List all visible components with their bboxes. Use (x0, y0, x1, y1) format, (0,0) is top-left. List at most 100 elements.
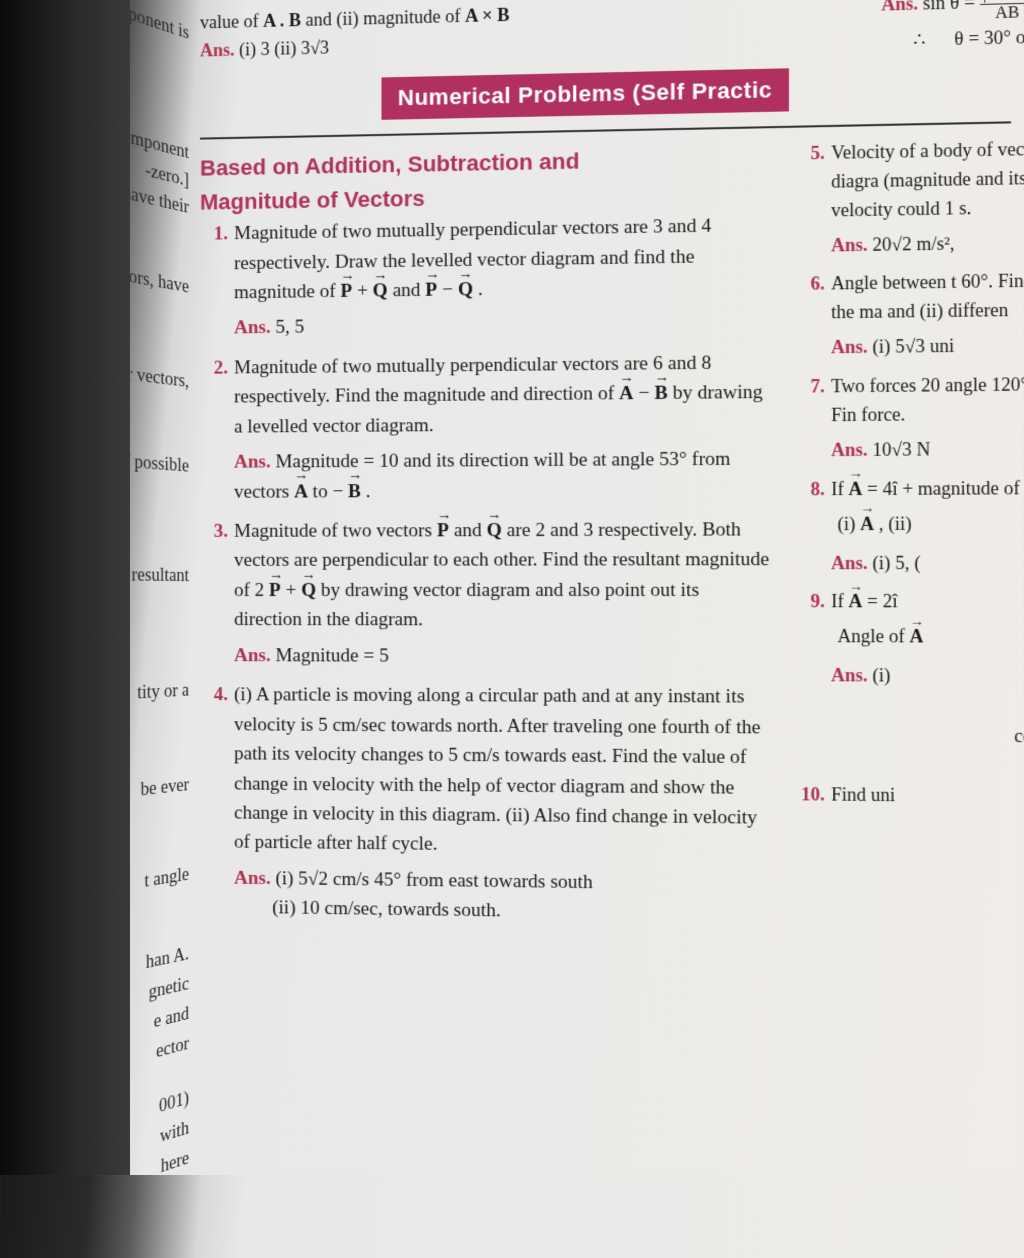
text: If (831, 591, 848, 612)
problem-number: 9. (795, 588, 831, 617)
answer-1: Ans. 5, 5 (200, 307, 774, 344)
text: to − (313, 481, 348, 502)
ans-label: Ans. (831, 337, 868, 358)
answer-7: Ans. 10√3 N (795, 435, 1024, 465)
ans-label: Ans. (234, 317, 271, 338)
ans-text: (i) 3 (ii) 3√3 (239, 37, 329, 59)
problem-7: 7. Two forces 20 angle 120°. Fin force. (795, 371, 1024, 431)
ans-text: (i) (872, 665, 890, 686)
problem-text: Magnitude of two mutually perpendicular … (234, 210, 774, 307)
content-columns: Based on Addition, Subtraction and Magni… (200, 135, 1024, 945)
problem-number: 4. (200, 680, 234, 857)
problem-10: 10. Find uni (795, 781, 1024, 812)
ans-label: Ans. (200, 40, 235, 61)
ans-label: Ans. (831, 665, 868, 686)
answer-9: Ans. (i) (795, 662, 1024, 692)
text: . (478, 279, 483, 300)
problem-text: If A = 2î (831, 588, 1024, 617)
vector-a: A (294, 477, 308, 507)
problem-5: 5. Velocity of a body of vector diagra (… (795, 135, 1024, 226)
vector-a: A (910, 623, 924, 652)
problem-number: 8. (795, 475, 831, 504)
problem-number: 6. (795, 270, 831, 328)
ans-text: Magnitude = 10 and its direction will be… (234, 449, 730, 503)
ans-text: (i) 5, ( (872, 552, 920, 573)
vector-b: B (348, 477, 361, 507)
top-right-answer: Ans. sin θ = |A × B| AB ∴ θ = 30° or 1 (881, 0, 1024, 55)
problem-number: 3. (200, 517, 234, 635)
vector-q: Q (301, 576, 316, 606)
vector-p: P (340, 277, 352, 307)
vector-q: Q (373, 276, 388, 306)
ans-text: (ii) 10 cm/sec, towards south. (234, 897, 501, 922)
frag-text: and (ii) magnitude of (306, 6, 466, 30)
answer-3: Ans. Magnitude = 5 (200, 641, 774, 672)
frag-text: A × B (465, 5, 509, 26)
vector-p: P (269, 576, 281, 606)
problem-number: 1. (200, 219, 234, 308)
heading-line: Magnitude of Vectors (200, 186, 425, 215)
problem-8-opts: (i) A , (ii) (795, 509, 1024, 539)
ans-label: Ans. (234, 452, 271, 473)
text: . (366, 481, 371, 502)
problem-8: 8. If A = 4î + magnitude of (795, 474, 1024, 504)
section-banner: Numerical Problems (Self Practic (381, 68, 789, 120)
therefore: ∴ (881, 29, 925, 51)
problem-2: 2. Magnitude of two mutually perpendicul… (200, 347, 774, 442)
text: = 4î + magnitude of (867, 478, 1020, 499)
answer-6: Ans. (i) 5√3 uni (795, 331, 1024, 362)
book-gutter (0, 0, 130, 1175)
answer-5: Ans. 20√2 m/s², (795, 228, 1024, 261)
vector-q: Q (487, 516, 502, 546)
text: Angle of (837, 626, 909, 647)
ans-text: 20√2 m/s², (872, 233, 954, 255)
problem-number: 5. (795, 139, 831, 226)
left-frag: tity or a (137, 680, 189, 704)
frag-text: A . B (263, 10, 301, 31)
problem-4: 4. (i) A particle is moving along a circ… (200, 680, 774, 863)
vector-b: B (655, 379, 668, 409)
eq-text: sin θ = (923, 0, 980, 14)
ans-text: (i) 5√3 uni (872, 336, 954, 358)
ans-text: (i) 5√2 cm/s 45° from east towards south (275, 868, 592, 893)
main-column: Based on Addition, Subtraction and Magni… (200, 140, 774, 940)
ans-text: 5, 5 (275, 317, 304, 338)
divider (200, 121, 1011, 139)
text: Magnitude of two vectors (234, 520, 437, 542)
ans-label: Ans. (234, 867, 271, 889)
ans-label: Ans. (831, 552, 868, 573)
problem-9b: Angle of A (795, 623, 1024, 652)
problem-1: 1. Magnitude of two mutually perpendicul… (200, 210, 774, 308)
ans-label: Ans. (831, 234, 868, 255)
problem-number: 2. (200, 353, 234, 442)
problem-text: Velocity of a body of vector diagra (mag… (831, 135, 1024, 225)
ans-label: Ans. (234, 645, 271, 666)
heading-line: Based on Addition, Subtraction and (200, 148, 580, 180)
text: − (638, 383, 654, 405)
problem-6: 6. Angle between t 60°. Find the ma and … (795, 267, 1024, 328)
vector-a: A (860, 510, 874, 539)
text: (i) (837, 513, 860, 534)
text: If (831, 478, 848, 499)
side-column: 5. Velocity of a body of vector diagra (… (795, 135, 1024, 945)
problem-text: (i) A particle is moving along a circula… (234, 680, 774, 863)
problem-text: Find uni (831, 781, 1024, 812)
section-heading: Based on Addition, Subtraction and Magni… (200, 140, 774, 219)
problem-3: 3. Magnitude of two vectors P and Q are … (200, 515, 774, 636)
ans-label: Ans. (831, 439, 868, 460)
problem-number: 7. (795, 373, 831, 431)
text: and (393, 280, 426, 302)
text: + (286, 580, 302, 601)
eq-text: θ = 30° or 1 (954, 26, 1024, 49)
vector-p: P (425, 275, 437, 305)
text: and (454, 520, 487, 541)
answer-4: Ans. (i) 5√2 cm/s 45° from east towards … (200, 863, 774, 930)
problem-text: Two forces 20 angle 120°. Fin force. (831, 371, 1024, 430)
cos-fragment: cos (795, 721, 1024, 751)
fraction: |A × B| AB (980, 0, 1024, 23)
text: , (ii) (879, 513, 912, 534)
denominator: AB (980, 3, 1024, 23)
ans-text: 10√3 N (872, 439, 930, 460)
ans-text: Magnitude = 5 (275, 645, 388, 666)
text: − (442, 279, 458, 300)
